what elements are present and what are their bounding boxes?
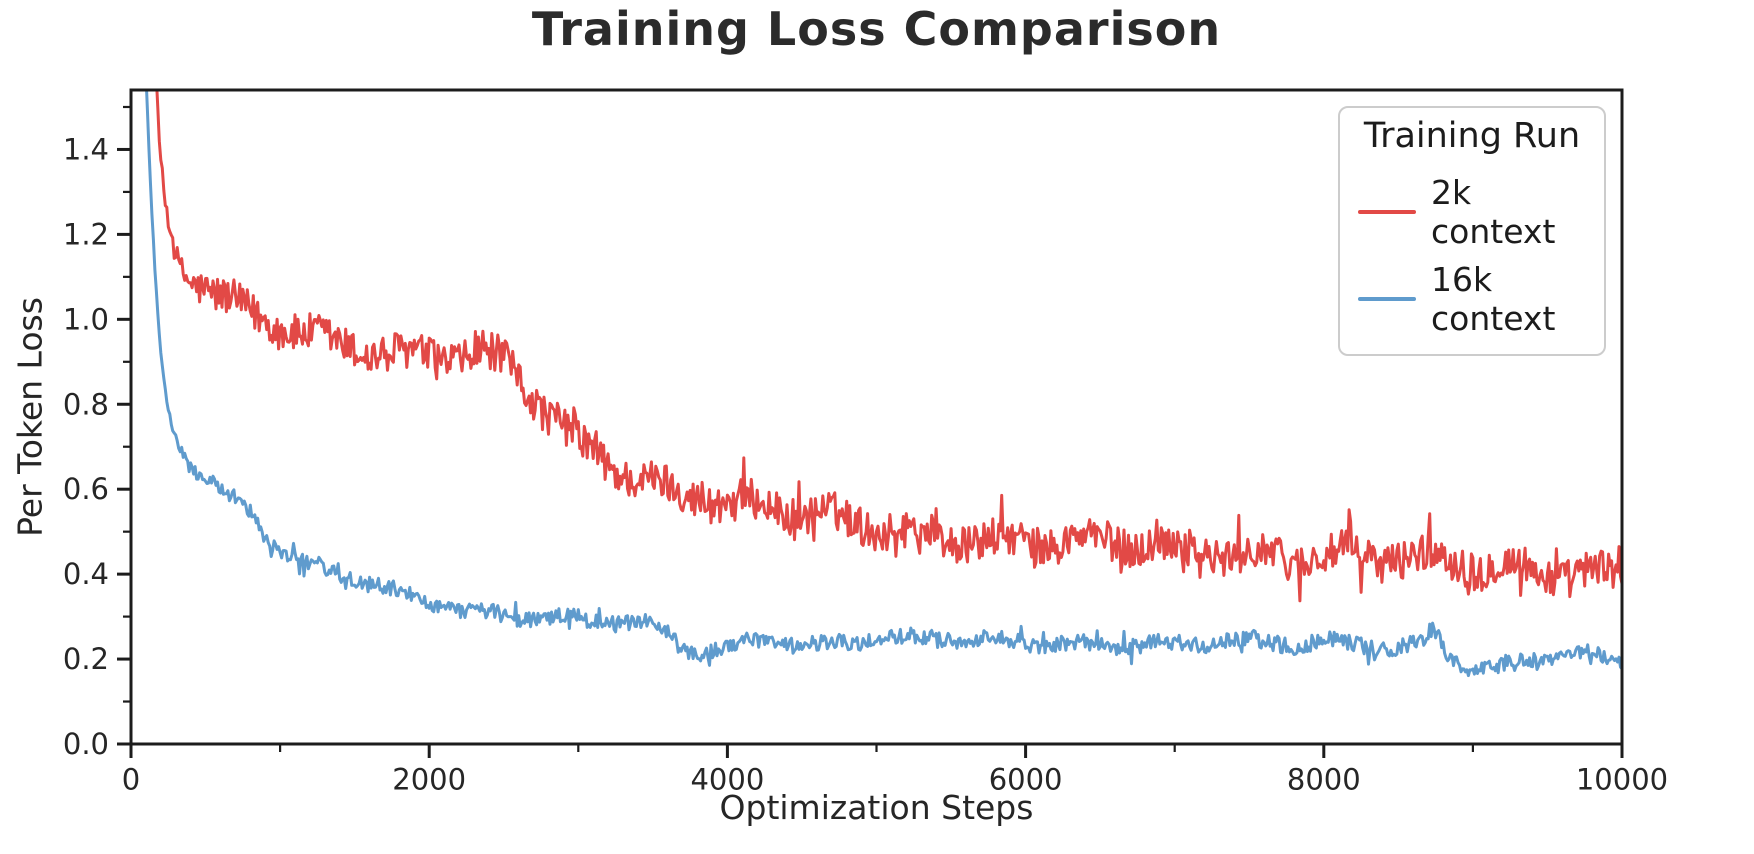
loss-curves: [145, 90, 1622, 678]
y-tick-label-0.6: 0.6: [63, 472, 109, 506]
y-tick-label-1.2: 1.2: [63, 217, 109, 251]
y-tick-label-1.0: 1.0: [63, 302, 109, 336]
x-tick-label-2000: 2000: [392, 763, 466, 797]
legend: Training Run 2k context 16k context: [1338, 106, 1606, 356]
chart-title: Training Loss Comparison: [531, 2, 1222, 56]
legend-title: Training Run: [1363, 116, 1581, 156]
y-tick-label-0.0: 0.0: [63, 727, 109, 761]
x-tick-label-10000: 10000: [1576, 763, 1668, 797]
loss-curve-16k-context: [145, 90, 1622, 678]
x-axis-label: Optimization Steps: [719, 788, 1034, 827]
y-tick-label-0.8: 0.8: [63, 387, 109, 421]
y-tick-label-1.4: 1.4: [63, 132, 109, 166]
legend-line-swatch-16k: [1358, 297, 1416, 301]
x-tick-label-4000: 4000: [690, 763, 764, 797]
y-axis-label: Per Token Loss: [10, 297, 50, 537]
legend-label-16k: 16k context: [1431, 260, 1556, 338]
y-tick-label-0.4: 0.4: [63, 557, 109, 591]
legend-item-16k-context: 16k context: [1340, 251, 1604, 338]
legend-label-2k: 2k context: [1431, 173, 1556, 251]
y-tick-label-0.2: 0.2: [63, 642, 109, 676]
x-tick-label-8000: 8000: [1287, 763, 1361, 797]
axis-ticks: 0 2000 4000 6000 8000 10000 0.0 0.2 0.4 0.6 0.8 1.0…: [63, 105, 1668, 797]
legend-line-swatch-2k: [1358, 210, 1416, 214]
x-tick-label-6000: 6000: [989, 763, 1063, 797]
legend-item-2k-context: 2k context: [1340, 164, 1604, 251]
loss-curve-2k-context: [155, 90, 1622, 603]
x-tick-label-0: 0: [122, 763, 140, 797]
